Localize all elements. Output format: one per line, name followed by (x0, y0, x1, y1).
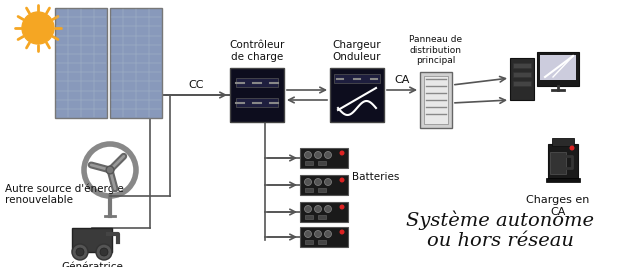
Circle shape (76, 248, 84, 256)
FancyBboxPatch shape (424, 76, 448, 124)
FancyBboxPatch shape (300, 202, 348, 222)
FancyBboxPatch shape (300, 148, 348, 168)
Circle shape (339, 178, 344, 183)
FancyBboxPatch shape (305, 215, 313, 219)
Circle shape (339, 205, 344, 210)
FancyBboxPatch shape (318, 188, 326, 192)
FancyBboxPatch shape (318, 240, 326, 244)
Circle shape (305, 151, 312, 159)
Text: Batteries: Batteries (352, 172, 399, 182)
Circle shape (106, 166, 114, 174)
Text: CA: CA (394, 75, 410, 85)
FancyBboxPatch shape (305, 240, 313, 244)
Text: Panneau de
distribution
principal: Panneau de distribution principal (410, 35, 463, 65)
FancyBboxPatch shape (513, 81, 531, 86)
Circle shape (324, 151, 332, 159)
Circle shape (314, 230, 321, 238)
FancyBboxPatch shape (236, 98, 278, 107)
Circle shape (324, 230, 332, 238)
FancyBboxPatch shape (318, 161, 326, 165)
Circle shape (305, 230, 312, 238)
Text: Système autonome
ou hors réseau: Système autonome ou hors réseau (406, 210, 594, 250)
Circle shape (314, 179, 321, 186)
Circle shape (339, 230, 344, 234)
Circle shape (96, 244, 112, 260)
FancyBboxPatch shape (548, 144, 578, 180)
FancyBboxPatch shape (550, 152, 566, 174)
Circle shape (100, 248, 108, 256)
Text: CC: CC (188, 80, 204, 90)
FancyBboxPatch shape (305, 188, 313, 192)
Text: Chargeur
Onduleur: Chargeur Onduleur (333, 40, 381, 62)
FancyBboxPatch shape (334, 74, 380, 83)
Circle shape (305, 179, 312, 186)
FancyBboxPatch shape (330, 68, 384, 122)
FancyBboxPatch shape (110, 8, 162, 118)
Text: Autre source d'énergie
renouvelable: Autre source d'énergie renouvelable (5, 183, 124, 205)
Circle shape (339, 151, 344, 155)
Circle shape (570, 146, 575, 151)
FancyBboxPatch shape (540, 55, 576, 80)
Text: Génératrice: Génératrice (61, 262, 123, 267)
FancyBboxPatch shape (236, 78, 278, 87)
Circle shape (324, 179, 332, 186)
FancyBboxPatch shape (318, 215, 326, 219)
Circle shape (324, 206, 332, 213)
FancyBboxPatch shape (546, 178, 580, 182)
Circle shape (314, 151, 321, 159)
FancyBboxPatch shape (300, 175, 348, 195)
FancyBboxPatch shape (537, 52, 579, 86)
FancyBboxPatch shape (513, 63, 531, 68)
Text: Charges en
CA: Charges en CA (526, 195, 589, 217)
FancyBboxPatch shape (55, 8, 107, 118)
Circle shape (72, 244, 88, 260)
Text: Contrôleur
de charge: Contrôleur de charge (229, 40, 285, 62)
FancyBboxPatch shape (513, 72, 531, 77)
FancyBboxPatch shape (510, 58, 534, 100)
FancyBboxPatch shape (305, 161, 313, 165)
Circle shape (22, 12, 54, 44)
Circle shape (305, 206, 312, 213)
FancyBboxPatch shape (300, 227, 348, 247)
FancyBboxPatch shape (72, 228, 112, 252)
FancyBboxPatch shape (420, 72, 452, 128)
Circle shape (314, 206, 321, 213)
FancyBboxPatch shape (230, 68, 284, 122)
FancyBboxPatch shape (552, 138, 574, 146)
